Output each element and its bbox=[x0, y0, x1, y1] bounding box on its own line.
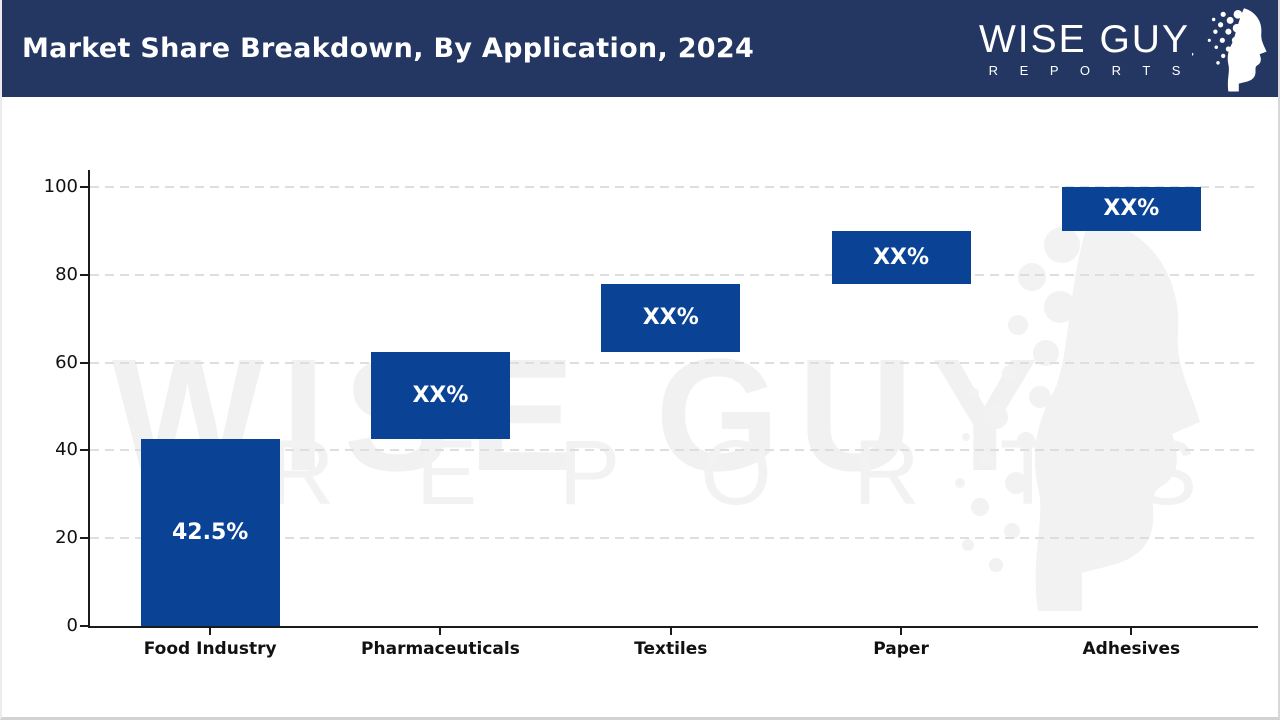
bar-value-label: 42.5% bbox=[171, 520, 249, 546]
y-tick-label: 100 bbox=[43, 176, 78, 197]
x-tick-mark bbox=[439, 628, 442, 635]
bar-value-label: XX% bbox=[642, 305, 699, 331]
y-tick-mark bbox=[80, 361, 88, 364]
y-tick-label: 20 bbox=[55, 527, 78, 549]
bar-pharmaceuticals: XX% bbox=[370, 351, 510, 440]
x-category-label: Pharmaceuticals bbox=[361, 639, 520, 659]
x-category-label: Adhesives bbox=[1082, 639, 1181, 659]
y-tick-label: 0 bbox=[66, 615, 78, 636]
bar-value-label: XX% bbox=[412, 383, 469, 409]
logo-wordmark-line1: WISE GUY bbox=[978, 17, 1190, 61]
page-title: Market Share Breakdown, By Application, … bbox=[22, 33, 755, 64]
bar-food-industry: 42.5% bbox=[140, 439, 280, 626]
y-tick-mark bbox=[80, 186, 88, 188]
chart-area: WISE GUY R E P O R T S 0 20 40 60 80 100 42.5%… bbox=[0, 97, 1280, 720]
y-tick-mark bbox=[80, 625, 88, 627]
logo-head-icon bbox=[1192, 7, 1267, 91]
x-category-label: Paper bbox=[873, 639, 929, 659]
bar-textiles: XX% bbox=[601, 283, 741, 352]
y-axis-line bbox=[88, 170, 90, 628]
y-gridline bbox=[90, 273, 1258, 276]
y-tick-mark bbox=[80, 273, 88, 276]
bar-value-label: XX% bbox=[1103, 196, 1160, 222]
x-tick-mark bbox=[669, 628, 672, 635]
y-tick-label: 80 bbox=[55, 263, 78, 285]
y-gridline bbox=[90, 537, 1258, 540]
x-category-label: Food Industry bbox=[143, 639, 277, 659]
y-gridline bbox=[90, 361, 1258, 364]
bar-paper: XX% bbox=[831, 230, 971, 284]
watermark-head-graphic bbox=[955, 217, 1200, 611]
x-tick-mark bbox=[1130, 628, 1133, 635]
y-tick-label: 60 bbox=[55, 351, 78, 373]
logo-wordmark: WISE GUY R E P O R T S bbox=[979, 20, 1190, 78]
y-tick-label: 40 bbox=[55, 439, 78, 461]
x-tick-mark bbox=[209, 628, 212, 635]
y-gridline bbox=[90, 449, 1258, 452]
bar-adhesives: XX% bbox=[1061, 187, 1201, 231]
x-category-label: Textiles bbox=[634, 639, 708, 659]
y-tick-mark bbox=[80, 537, 88, 540]
y-gridline bbox=[90, 186, 1258, 188]
bar-value-label: XX% bbox=[873, 244, 930, 270]
x-tick-mark bbox=[900, 628, 903, 635]
x-axis-line bbox=[88, 626, 1258, 628]
header-bar: Market Share Breakdown, By Application, … bbox=[0, 0, 1280, 97]
logo-wordmark-line2: R E P O R T S bbox=[988, 62, 1190, 78]
y-tick-mark bbox=[80, 449, 88, 452]
wise-guy-reports-logo: WISE GUY R E P O R T S bbox=[979, 3, 1270, 95]
